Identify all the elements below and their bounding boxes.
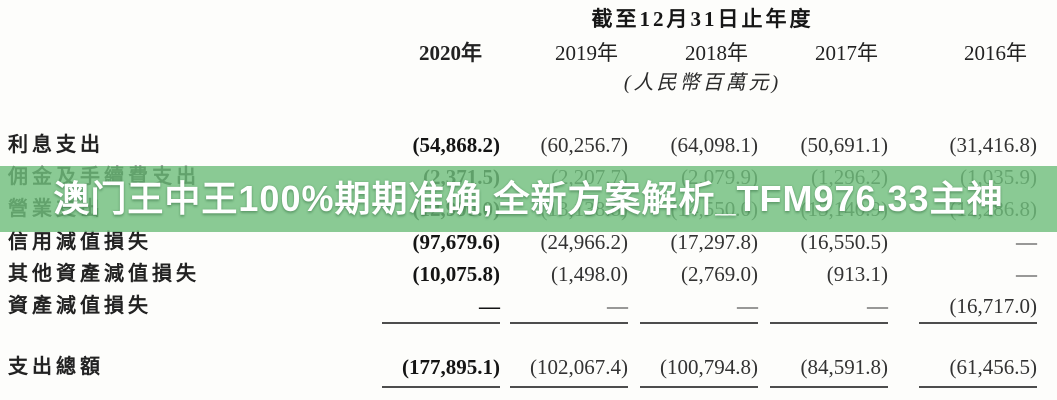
- value-cell: (913.1): [826, 262, 888, 286]
- value-cell: —: [479, 294, 500, 318]
- value-cell: (54,868.2): [412, 133, 501, 157]
- value-cell: (2,769.0): [681, 262, 758, 286]
- value-cell: (10,075.8): [412, 262, 501, 286]
- value-cell: —: [1016, 230, 1037, 254]
- subtotal-divider-row: [0, 322, 1037, 326]
- total-underline-row: [0, 386, 1037, 390]
- empty-cell: [0, 322, 368, 326]
- value-cell: —: [607, 294, 628, 318]
- table-row-interest-expense: 利息支出 (54,868.2) (60,256.7) (64,098.1) (5…: [0, 130, 1037, 160]
- value-cell: (31,416.8): [949, 133, 1038, 157]
- total-underline: [770, 386, 888, 388]
- table-row-asset-impairment-losses: 資產減值損失 — — — — (16,717.0): [0, 291, 1037, 321]
- total-value-cell: (100,794.8): [660, 355, 758, 379]
- total-value-cell: (102,067.4): [530, 355, 628, 379]
- value-cell: (64,098.1): [670, 133, 759, 157]
- total-row-label: 支出總額: [8, 356, 104, 378]
- value-cell: (60,256.7): [540, 133, 629, 157]
- value-cell: (16,717.0): [949, 294, 1038, 318]
- value-cell: —: [1016, 262, 1037, 286]
- row-label: 信用減值損失: [8, 231, 152, 253]
- total-underline: [640, 386, 758, 388]
- currency-unit-note: (人民幣百萬元): [623, 72, 782, 94]
- table-row-total-expenses: 支出總額 (177,895.1) (102,067.4) (100,794.8)…: [0, 352, 1037, 382]
- total-underline: [919, 386, 1037, 388]
- watermark-spam-text: 澳门王中王100%期期准确,全新方案解析_TFM976.33主神: [53, 178, 1004, 219]
- total-value-cell: (61,456.5): [949, 355, 1038, 379]
- year-column-2018: 2018年: [685, 41, 748, 65]
- year-header-row: 2020年 2019年 2018年 2017年 2016年: [0, 38, 1037, 68]
- watermark-overlay-band: [0, 166, 1057, 232]
- value-cell: (24,966.2): [540, 230, 629, 254]
- table-row-other-asset-impairment-losses: 其他資產減值損失 (10,075.8) (1,498.0) (2,769.0) …: [0, 259, 1037, 289]
- value-cell: (17,297.8): [670, 230, 759, 254]
- year-column-2019: 2019年: [555, 41, 618, 65]
- column-divider-line: [382, 322, 500, 324]
- empty-cell: [0, 386, 368, 390]
- year-column-2020: 2020年: [419, 41, 482, 65]
- year-column-2016: 2016年: [964, 41, 1027, 65]
- table-row-credit-impairment-losses: 信用減值損失 (97,679.6) (24,966.2) (17,297.8) …: [0, 227, 1037, 257]
- row-label: 利息支出: [8, 134, 104, 156]
- column-divider-line: [919, 322, 1037, 324]
- total-underline: [382, 386, 500, 388]
- total-value-cell: (177,895.1): [402, 355, 500, 379]
- value-cell: —: [867, 294, 888, 318]
- total-underline: [510, 386, 628, 388]
- period-header: 截至12月31日止年度: [591, 7, 814, 31]
- column-divider-line: [640, 322, 758, 324]
- column-divider-line: [510, 322, 628, 324]
- total-value-cell: (84,591.8): [800, 355, 889, 379]
- value-cell: (97,679.6): [412, 230, 501, 254]
- value-cell: (16,550.5): [800, 230, 889, 254]
- year-column-2017: 2017年: [815, 41, 878, 65]
- column-divider-line: [770, 322, 888, 324]
- row-label: 其他資產減值損失: [8, 263, 200, 285]
- value-cell: (1,498.0): [551, 262, 628, 286]
- value-cell: —: [737, 294, 758, 318]
- value-cell: (50,691.1): [800, 133, 889, 157]
- empty-corner-cell: [0, 38, 368, 68]
- row-label: 資產減值損失: [8, 295, 152, 317]
